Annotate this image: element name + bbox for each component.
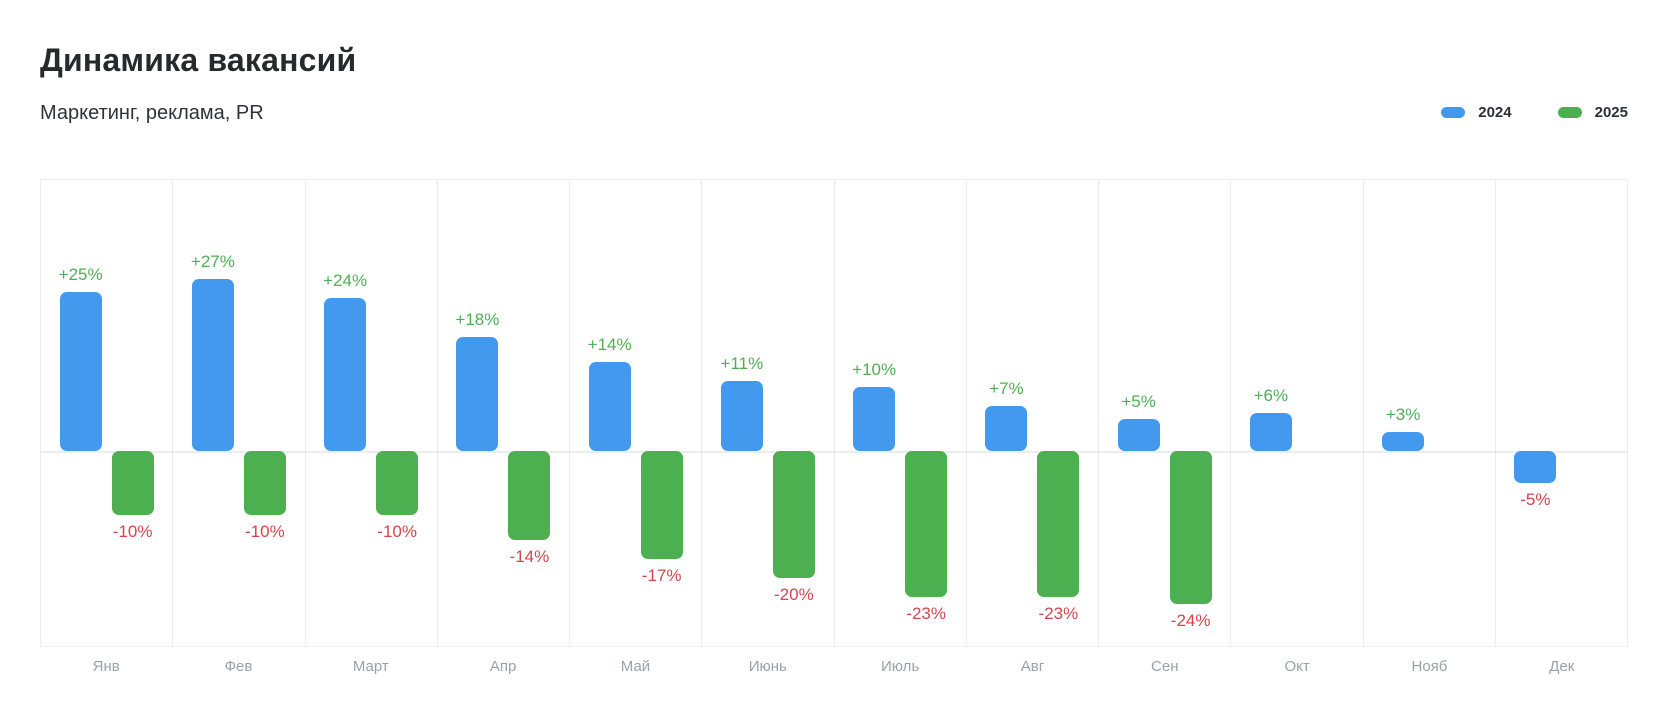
- month-cell: +27% -10%: [173, 180, 306, 646]
- bar-2024: [588, 362, 631, 451]
- value-label: +24%: [323, 271, 368, 290]
- legend-label-2024: 2024: [1478, 104, 1512, 121]
- bar-2025: [772, 451, 815, 578]
- value-label: -23%: [1038, 604, 1079, 623]
- value-label: -24%: [1170, 611, 1211, 630]
- legend-label-2025: 2025: [1594, 104, 1628, 121]
- month-cell: +7% -23%: [967, 180, 1099, 646]
- value-label: -20%: [774, 585, 814, 604]
- zero-axis-line: [41, 451, 1627, 453]
- page-title: Динамика вакансий: [40, 42, 357, 78]
- month-cell: +5% -24%: [1099, 180, 1232, 646]
- value-label: +11%: [720, 354, 764, 373]
- month-label: Июнь: [748, 658, 787, 675]
- bar-2024: [853, 387, 896, 451]
- bar-2024: [456, 337, 499, 451]
- plot-area: +25% -10% +27% -10% +24% -10% +18% -14% +14% -17%…: [40, 179, 1628, 647]
- month-label: Июль: [880, 658, 920, 675]
- value-label: +7%: [989, 379, 1024, 398]
- bar-2025: [1169, 451, 1212, 604]
- legend-item-2025: 2025: [1557, 104, 1628, 121]
- bar-2025: [243, 451, 286, 515]
- bar-2025: [376, 451, 419, 515]
- page-subtitle: Маркетинг, реклама, PR: [40, 102, 264, 124]
- legend-swatch-2024-icon: [1441, 107, 1466, 118]
- value-label: -10%: [112, 522, 153, 541]
- value-label: +14%: [587, 335, 632, 354]
- bar-2024: [324, 298, 367, 451]
- month-cell: +24% -10%: [306, 180, 438, 646]
- bar-2024: [985, 406, 1028, 451]
- month-label: Нояб: [1411, 658, 1448, 675]
- value-label: -23%: [906, 604, 946, 623]
- month-cell: +6%: [1231, 180, 1364, 646]
- bar-2024: [1514, 451, 1557, 483]
- value-label: +18%: [455, 310, 500, 329]
- bar-2025: [111, 451, 154, 515]
- month-axis: Янв Фев Март Апр Май Июнь Июль Авг Сен Окт Нояб Дек: [40, 652, 1628, 675]
- value-label: -10%: [377, 522, 417, 541]
- bar-2024: [1382, 432, 1425, 451]
- bar-2025: [1037, 451, 1080, 597]
- value-label: -17%: [641, 566, 682, 585]
- bar-2025: [508, 451, 551, 540]
- month-label: Март: [352, 658, 389, 675]
- month-label: Авг: [1020, 658, 1045, 675]
- month-cell: +11% -20%: [702, 180, 835, 646]
- value-label: +10%: [852, 360, 897, 379]
- bar-2025: [640, 451, 683, 559]
- month-cell: +14% -17%: [570, 180, 703, 646]
- value-label: +27%: [190, 252, 235, 271]
- month-label: Апр: [489, 658, 517, 675]
- chart-legend: 2024 2025: [1441, 104, 1628, 121]
- month-cell: +18% -14%: [438, 180, 570, 646]
- bar-2024: [191, 279, 234, 451]
- value-label: -14%: [509, 547, 550, 566]
- value-label: +25%: [58, 265, 103, 284]
- value-label: -5%: [1520, 490, 1551, 509]
- month-cell: +10% -23%: [835, 180, 967, 646]
- month-label: Окт: [1284, 658, 1310, 675]
- legend-swatch-2025-icon: [1557, 107, 1582, 118]
- month-label: Янв: [92, 658, 120, 675]
- month-cell: +25% -10%: [41, 180, 174, 646]
- bar-2024: [1117, 419, 1160, 451]
- bar-2025: [905, 451, 948, 597]
- legend-item-2024: 2024: [1441, 104, 1512, 121]
- month-label: Фев: [224, 658, 253, 675]
- month-cell: +3%: [1364, 180, 1496, 646]
- value-label: +5%: [1121, 392, 1156, 411]
- bar-2024: [720, 381, 763, 451]
- value-label: -10%: [245, 522, 285, 541]
- month-label: Сен: [1151, 658, 1179, 675]
- month-label: Дек: [1549, 658, 1575, 675]
- value-label: +3%: [1385, 405, 1421, 424]
- month-label: Май: [620, 658, 651, 675]
- month-cell: -5%: [1496, 180, 1627, 646]
- value-label: +6%: [1253, 386, 1289, 405]
- bar-2024: [59, 292, 102, 451]
- bar-2024: [1249, 413, 1292, 451]
